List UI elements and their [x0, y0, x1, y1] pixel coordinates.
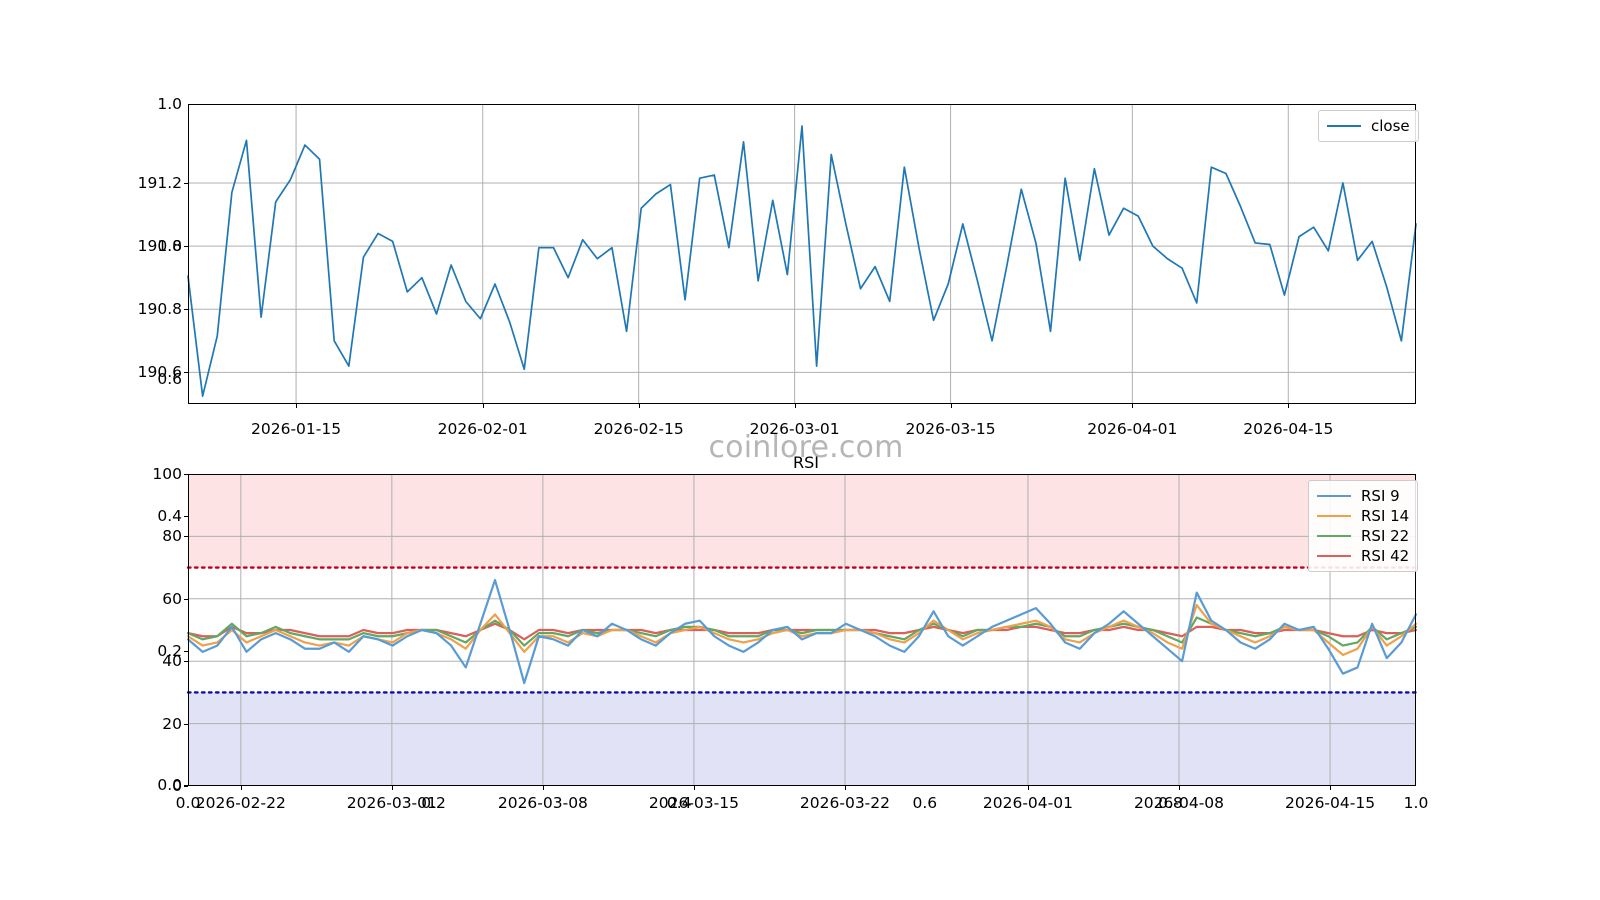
watermark-text: coinlore.com — [708, 430, 904, 465]
rsi-x-tick-label: 2026-03-22 — [799, 794, 891, 812]
rsi-y-tick-label: 40 — [162, 652, 182, 671]
rsi-plot-canvas — [186, 474, 1418, 786]
price-x-tick-mark — [1288, 404, 1290, 408]
rsi-legend-label: RSI 22 — [1361, 527, 1410, 545]
price-x-tick-label: 2026-03-15 — [905, 420, 996, 438]
rsi-y-tick-label-normalized: 0.2 — [157, 642, 182, 660]
rsi-x-tick-mark — [1330, 786, 1332, 790]
price-x-tick-label: 2026-04-15 — [1243, 420, 1334, 438]
rsi-y-tick-mark — [184, 536, 188, 538]
price-y-tick-label-normalized: 0.6 — [157, 370, 182, 388]
price-legend: close — [1318, 110, 1419, 142]
price-y-tick-label: 190.8 — [137, 300, 182, 319]
price-y-tick-label: 190.6 — [137, 363, 182, 382]
rsi-x-tick-label-normalized: 0.4 — [666, 794, 692, 812]
rsi-y-tick-label-normalized: 0.4 — [157, 507, 182, 525]
rsi-y-tick-mark — [184, 474, 188, 475]
rsi-x-tick-label: 2026-04-01 — [982, 794, 1073, 812]
rsi-x-tick-label: 2026-03-15 — [648, 794, 739, 812]
rsi-y-tick-mark — [184, 598, 188, 600]
rsi-y-tick-mark-normalized — [184, 651, 188, 652]
rsi-x-tick-label-normalized: 1.0 — [1403, 794, 1429, 812]
rsi-x-tick-label-normalized: 0.2 — [421, 794, 446, 812]
price-x-tick-label: 2026-02-01 — [437, 420, 528, 438]
rsi-y-tick-label: 80 — [162, 527, 182, 546]
rsi-legend-item: RSI 14 — [1317, 506, 1409, 526]
price-y-tick-mark — [184, 309, 188, 311]
rsi-y-tick-label: 0 — [172, 777, 182, 795]
price-x-tick-mark — [794, 404, 796, 408]
price-chart-panel — [187, 104, 1417, 404]
legend-line-swatch-icon — [1317, 535, 1351, 537]
rsi-y-tick-label: 20 — [162, 714, 182, 733]
price-x-tick-label: 2026-03-01 — [749, 420, 840, 438]
price-x-tick-mark — [1132, 404, 1134, 408]
rsi-legend-label: RSI 14 — [1361, 507, 1410, 525]
rsi-y-tick-label: 60 — [162, 589, 182, 608]
rsi-y-tick-label: 100 — [152, 465, 182, 483]
rsi-y-tick-mark-normalized — [184, 785, 188, 786]
rsi-y-tick-mark — [184, 723, 188, 725]
rsi-y-tick-label-normalized: 0.0 — [157, 776, 182, 794]
price-y-tick-mark — [184, 372, 188, 374]
price-plot-canvas — [187, 104, 1417, 404]
price-y-tick-label: 191.0 — [137, 237, 182, 256]
rsi-x-tick-mark — [1178, 786, 1180, 790]
legend-line-swatch-icon — [1317, 555, 1351, 557]
rsi-chart-panel — [186, 474, 1418, 786]
rsi-x-tick-mark — [240, 786, 242, 790]
rsi-x-tick-label: 2026-04-08 — [1133, 794, 1225, 812]
price-legend-item: close — [1327, 116, 1410, 136]
rsi-y-tick-mark — [184, 661, 188, 663]
rsi-legend-item: RSI 42 — [1317, 546, 1409, 566]
price-y-tick-label: 191.2 — [137, 173, 182, 192]
rsi-x-tick-label: 2026-03-01 — [346, 794, 437, 812]
rsi-x-tick-mark — [1027, 786, 1029, 790]
rsi-x-tick-label-normalized: 0.6 — [912, 794, 938, 812]
price-y-tick-label-normalized: 0.8 — [157, 237, 182, 255]
price-y-tick-mark — [184, 246, 188, 248]
rsi-x-tick-mark — [693, 786, 695, 790]
price-y-tick-label-normalized: 1.0 — [157, 95, 182, 113]
rsi-x-tick-label-normalized: 0.8 — [1158, 794, 1183, 812]
rsi-x-tick-label: 2026-03-08 — [497, 794, 588, 812]
rsi-legend: RSI 9 RSI 14 RSI 22 RSI 42 — [1308, 480, 1419, 572]
price-x-tick-label: 2026-02-15 — [593, 420, 684, 438]
price-x-tick-label: 2026-04-01 — [1087, 420, 1178, 438]
rsi-x-tick-mark — [391, 786, 393, 790]
rsi-chart-title: RSI — [793, 453, 819, 472]
rsi-y-tick-mark-normalized — [184, 516, 188, 517]
price-x-tick-mark — [638, 404, 640, 408]
price-x-tick-mark — [482, 404, 484, 408]
price-legend-label: close — [1371, 117, 1410, 135]
rsi-x-tick-label-normalized: 0.0 — [175, 794, 201, 812]
rsi-x-tick-label: 2026-04-15 — [1284, 794, 1376, 812]
rsi-legend-item: RSI 22 — [1317, 526, 1409, 546]
legend-line-swatch-icon — [1327, 125, 1361, 127]
rsi-legend-label: RSI 42 — [1361, 547, 1410, 565]
rsi-y-tick-mark — [184, 786, 188, 787]
price-y-tick-mark — [184, 182, 188, 184]
price-x-tick-mark — [296, 404, 298, 408]
price-x-tick-mark — [950, 404, 952, 408]
rsi-x-tick-mark — [542, 786, 544, 790]
legend-line-swatch-icon — [1317, 495, 1351, 497]
price-x-tick-label: 2026-01-15 — [251, 420, 342, 438]
rsi-legend-label: RSI 9 — [1361, 487, 1400, 505]
rsi-legend-item: RSI 9 — [1317, 486, 1409, 506]
legend-line-swatch-icon — [1317, 515, 1351, 517]
rsi-x-tick-label: 2026-02-22 — [195, 794, 286, 812]
rsi-x-tick-mark — [844, 786, 846, 790]
